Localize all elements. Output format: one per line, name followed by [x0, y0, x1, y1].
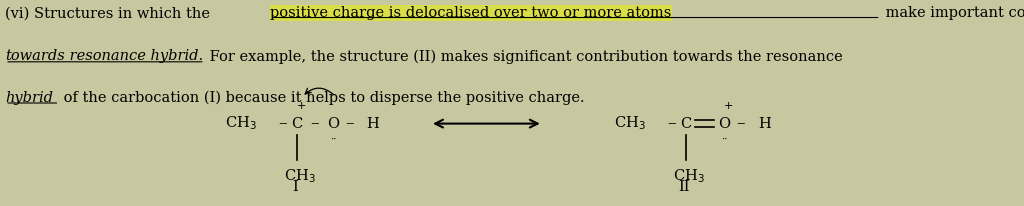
- Text: O: O: [327, 117, 339, 131]
- Text: CH$_3$: CH$_3$: [673, 167, 705, 185]
- Text: H: H: [758, 117, 770, 131]
- Text: O: O: [718, 117, 730, 131]
- Text: hybrid: hybrid: [5, 91, 53, 105]
- Text: –: –: [310, 115, 318, 132]
- Text: CH$_3$: CH$_3$: [284, 167, 315, 185]
- Text: C: C: [292, 117, 302, 131]
- Text: (vi) Structures in which the: (vi) Structures in which the: [5, 6, 215, 20]
- Text: of the carbocation (I) because it helps to disperse the positive charge.: of the carbocation (I) because it helps …: [59, 91, 585, 105]
- Text: make important contribution: make important contribution: [881, 6, 1024, 20]
- Text: towards: towards: [5, 49, 65, 63]
- Text: positive charge is delocalised over two or more atoms: positive charge is delocalised over two …: [270, 6, 672, 20]
- Text: ··: ··: [721, 135, 727, 144]
- Text: II: II: [678, 180, 690, 194]
- Text: –: –: [345, 115, 353, 132]
- Text: +: +: [296, 101, 306, 111]
- Text: resonance hybrid.: resonance hybrid.: [65, 49, 203, 63]
- Text: –: –: [668, 115, 676, 132]
- Text: H: H: [367, 117, 379, 131]
- Text: For example, the structure (II) makes significant contribution towards the reson: For example, the structure (II) makes si…: [205, 49, 843, 64]
- Text: C: C: [681, 117, 691, 131]
- Text: ··: ··: [330, 135, 336, 144]
- Text: –: –: [736, 115, 744, 132]
- Text: I: I: [292, 180, 298, 194]
- Text: CH$_3$: CH$_3$: [614, 115, 646, 132]
- Text: –: –: [279, 115, 287, 132]
- Text: +: +: [723, 101, 733, 111]
- Text: CH$_3$: CH$_3$: [225, 115, 257, 132]
